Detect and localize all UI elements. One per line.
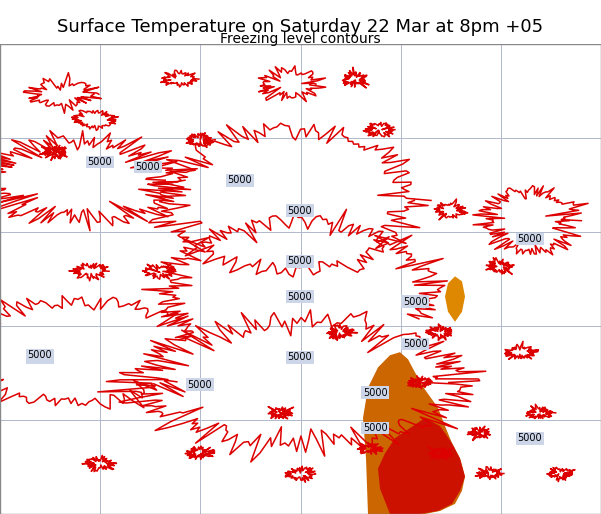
Polygon shape bbox=[445, 277, 465, 322]
Text: 5000: 5000 bbox=[288, 291, 313, 302]
Text: 5000: 5000 bbox=[288, 256, 313, 266]
Text: 5000: 5000 bbox=[517, 433, 542, 443]
Text: 5000: 5000 bbox=[228, 175, 252, 185]
Text: 5000: 5000 bbox=[28, 350, 52, 360]
Text: 5000: 5000 bbox=[288, 352, 313, 362]
Text: 5000: 5000 bbox=[403, 339, 427, 349]
Text: 5000: 5000 bbox=[28, 352, 52, 362]
Text: Surface Temperature on Saturday 22 Mar at 8pm +05: Surface Temperature on Saturday 22 Mar a… bbox=[58, 18, 543, 36]
Polygon shape bbox=[363, 352, 465, 514]
Text: 5000: 5000 bbox=[403, 297, 427, 307]
Text: 5000: 5000 bbox=[136, 162, 160, 172]
Text: Freezing level contours: Freezing level contours bbox=[220, 32, 381, 46]
Text: 5000: 5000 bbox=[362, 423, 387, 433]
Polygon shape bbox=[378, 418, 465, 514]
Text: 5000: 5000 bbox=[288, 206, 313, 215]
Text: 5000: 5000 bbox=[362, 388, 387, 398]
Text: 5000: 5000 bbox=[88, 157, 112, 167]
Text: 5000: 5000 bbox=[517, 234, 542, 244]
Text: 5000: 5000 bbox=[188, 379, 212, 390]
Text: 5000: 5000 bbox=[517, 234, 542, 244]
